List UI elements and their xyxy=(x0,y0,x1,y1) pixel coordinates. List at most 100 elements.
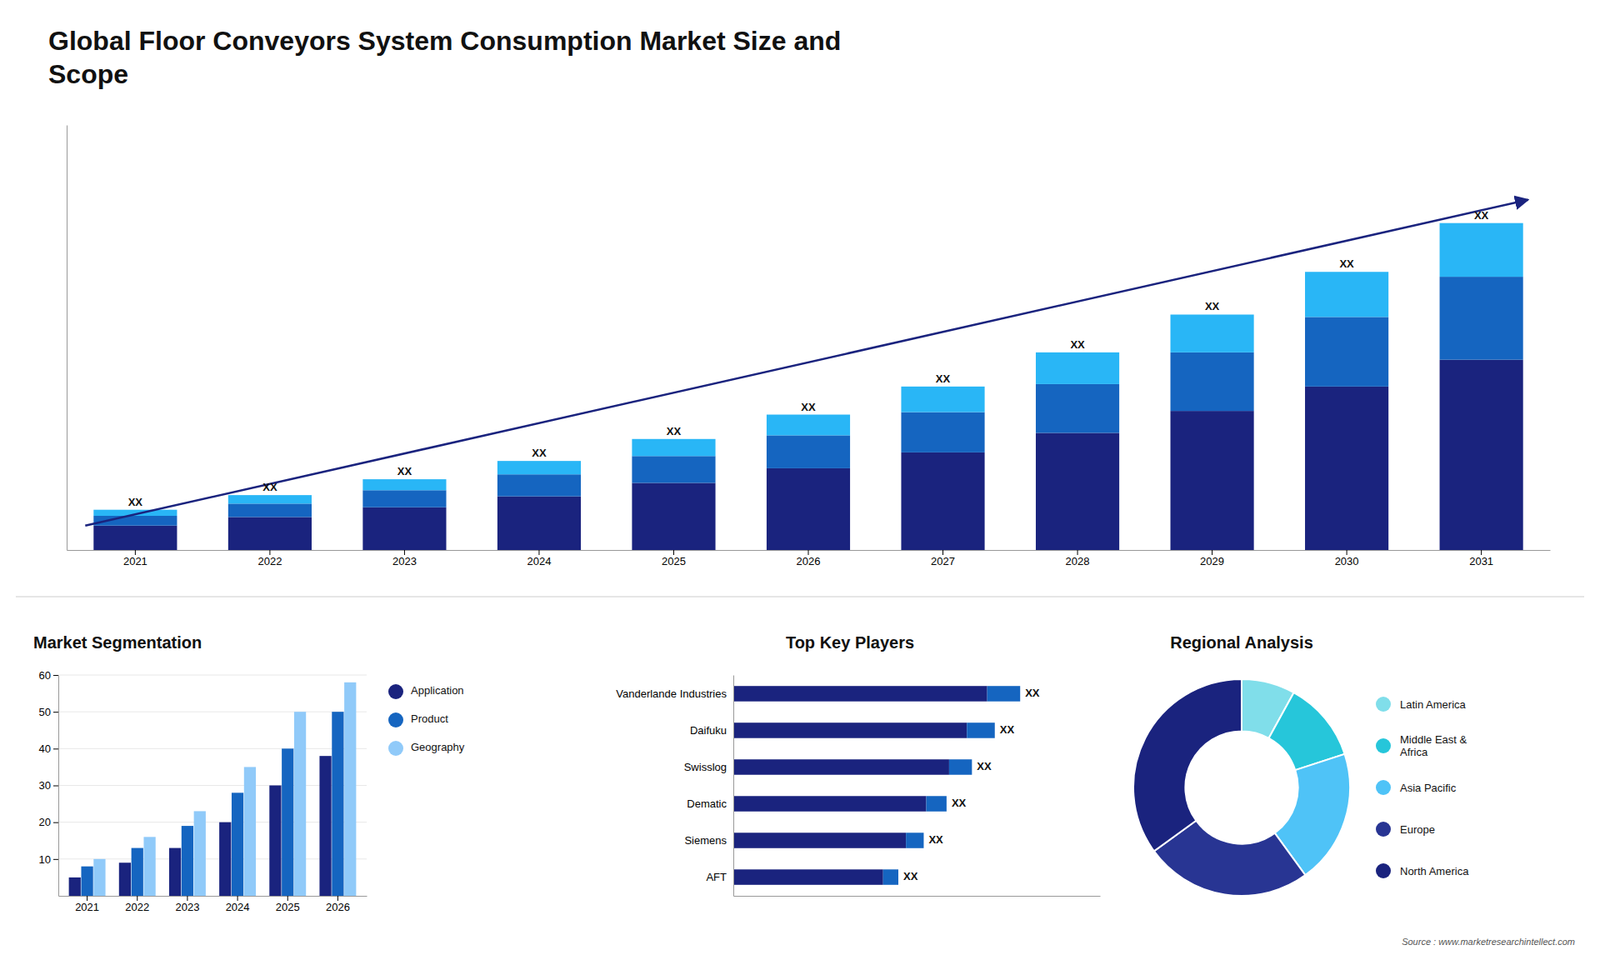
bar xyxy=(1170,352,1255,411)
text-line: Global Floor Conveyors System Consumptio… xyxy=(48,25,841,56)
text-line: Scope xyxy=(48,59,129,90)
legend-marker xyxy=(1375,780,1391,795)
bar xyxy=(733,759,950,775)
tick-label: 2031 xyxy=(1469,555,1494,568)
tick-mark xyxy=(808,550,810,555)
bar xyxy=(1440,276,1524,360)
bar xyxy=(228,495,312,504)
chart-title: Market Segmentation xyxy=(33,633,202,652)
legend-label: Geography xyxy=(410,740,465,754)
tick: 2026 xyxy=(325,895,350,914)
tick: 2023 xyxy=(392,550,417,568)
data-label: XX xyxy=(976,760,992,773)
tick: Vanderlande Industries xyxy=(615,687,734,700)
text-line: Africa xyxy=(1400,745,1429,759)
bar xyxy=(631,439,715,456)
bar xyxy=(231,792,244,896)
tick: 2024 xyxy=(225,895,250,914)
tick-mark xyxy=(942,550,944,555)
data-label: XX xyxy=(1025,686,1040,700)
tick: 2030 xyxy=(1335,550,1360,568)
tick-mark xyxy=(135,550,136,555)
tick-label: 50 xyxy=(39,705,51,719)
grid-line xyxy=(58,748,367,750)
data-label: XX xyxy=(1070,338,1085,351)
tick: Daifuku xyxy=(690,724,734,737)
tick: 2028 xyxy=(1065,550,1090,568)
data-label: XX xyxy=(1205,300,1220,313)
marks xyxy=(69,682,357,896)
tick-label: 2022 xyxy=(257,555,282,568)
bar xyxy=(1035,352,1120,385)
bar xyxy=(1440,223,1524,277)
tick-label: 60 xyxy=(39,669,51,682)
bar xyxy=(766,435,850,469)
marks xyxy=(733,685,1020,885)
tick-label: Siemens xyxy=(684,834,727,847)
tick-mark xyxy=(1211,550,1213,555)
legend-marker xyxy=(1375,863,1391,879)
tick: 2029 xyxy=(1200,550,1225,568)
tick: 2021 xyxy=(75,895,100,914)
bar xyxy=(497,496,581,550)
tick-mark xyxy=(337,895,339,901)
bar xyxy=(497,474,581,496)
tick: 2022 xyxy=(125,895,150,914)
text-line: Europe xyxy=(1400,823,1435,836)
bar xyxy=(131,848,144,896)
bar xyxy=(1440,360,1524,550)
text-line: Middle East & xyxy=(1400,733,1468,746)
bar xyxy=(219,822,231,896)
bar xyxy=(69,877,81,896)
bar xyxy=(269,785,281,897)
annotation: Source : www.marketresearchintellect.com xyxy=(1401,936,1575,947)
legend: Latin AmericaMiddle East &AfricaAsia Pac… xyxy=(1375,696,1470,879)
tick-label: 2024 xyxy=(225,900,250,914)
bar xyxy=(181,825,194,896)
tick-mark xyxy=(538,550,540,555)
tick-mark xyxy=(53,711,59,713)
bar-chart: XXXXXXXXXXXXXXXXXXXXXX202120222023202420… xyxy=(67,125,1551,569)
bar xyxy=(331,711,344,896)
legend-label: Middle East &Africa xyxy=(1400,733,1468,760)
tick: 2023 xyxy=(175,895,200,914)
bar xyxy=(93,525,177,550)
bar xyxy=(1035,384,1120,434)
bar-chart: 202120222023202420252026102030405060Appl… xyxy=(39,669,465,915)
bar xyxy=(926,795,947,811)
tick-label: 10 xyxy=(39,852,51,865)
tick-label: 2025 xyxy=(275,900,300,914)
legend-marker xyxy=(1375,821,1391,837)
chart-title: Regional Analysis xyxy=(1170,633,1314,652)
tick: 2022 xyxy=(257,550,282,568)
data-label: XX xyxy=(951,796,967,810)
text-line: Asia Pacific xyxy=(1400,781,1457,795)
legend-label: Europe xyxy=(1400,823,1435,836)
data-label: XX xyxy=(935,372,951,385)
data-label: XX xyxy=(903,870,919,883)
data-labels: XXXXXXXXXXXXXXXXXXXXXX xyxy=(128,209,1490,509)
axis xyxy=(66,125,68,551)
slices xyxy=(1133,679,1350,896)
tick: 30 xyxy=(39,779,59,792)
bar xyxy=(766,415,850,436)
legend-marker xyxy=(1375,738,1391,754)
legend-marker xyxy=(388,740,404,756)
data-label: XX xyxy=(1339,257,1355,270)
tick-label: 2025 xyxy=(661,555,686,568)
tick-label: Vanderlande Industries xyxy=(615,687,727,700)
tick-mark xyxy=(287,895,289,901)
bar xyxy=(362,507,446,550)
tick-label: 2023 xyxy=(392,555,417,568)
bar xyxy=(905,832,924,848)
grid-line xyxy=(58,711,367,713)
bar xyxy=(900,452,985,550)
tick: 10 xyxy=(39,852,59,865)
tick-label: 2028 xyxy=(1065,555,1090,568)
axis-line xyxy=(59,895,368,897)
tick-mark xyxy=(136,895,138,901)
bar xyxy=(631,482,715,550)
data-label: XX xyxy=(1474,209,1490,222)
bar xyxy=(319,755,331,896)
data-labels: XXXXXXXXXXXX xyxy=(903,686,1040,883)
